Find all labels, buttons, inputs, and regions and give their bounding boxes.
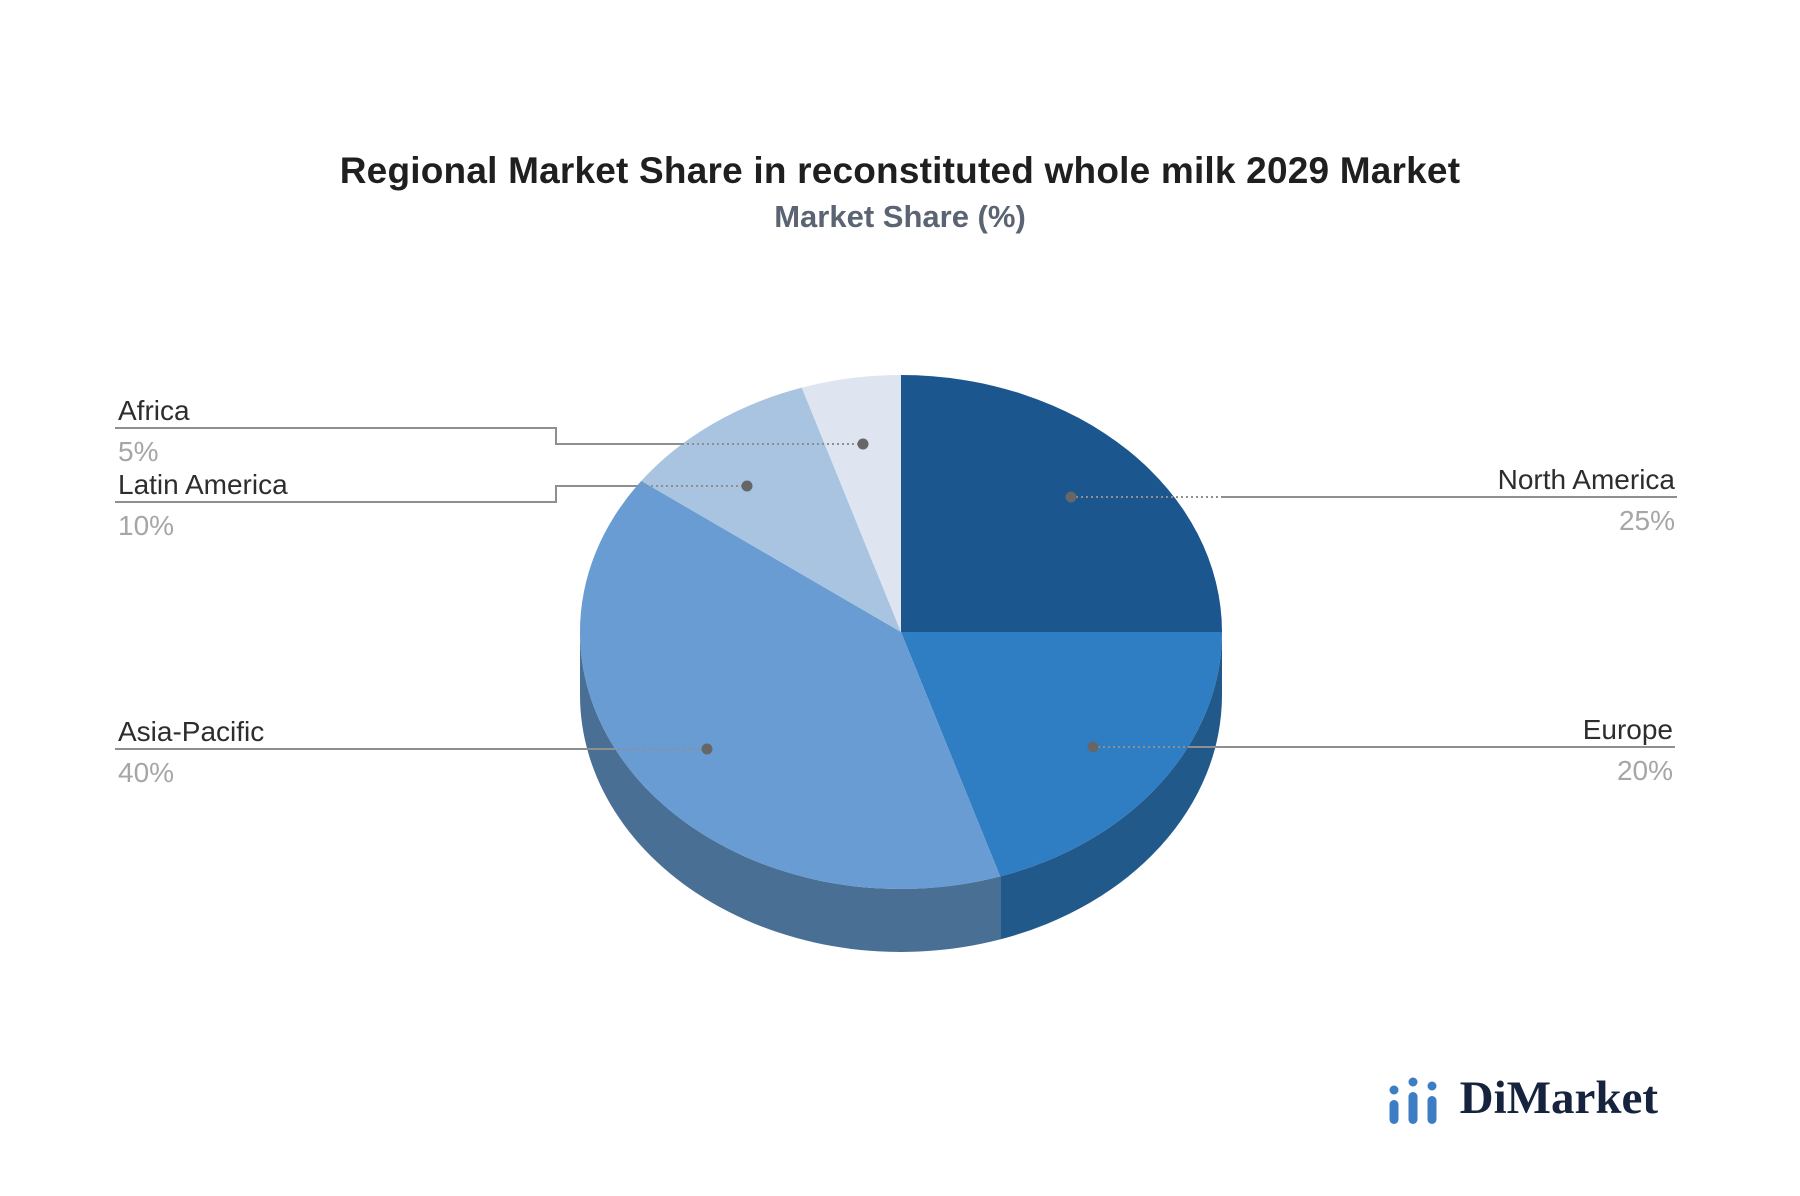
pie-slice-asia-pacific[interactable] [579,480,1001,889]
slice-name-label-asia-pacific: Asia-Pacific [118,716,264,747]
pie-slice-side-asia-pacific [580,632,1001,952]
pie-slice-europe[interactable] [901,632,1222,877]
pie-slice-latin-america[interactable] [641,387,901,632]
pie-slice-side-europe [1000,632,1222,940]
slice-labels: North America 25% Europe 20% Asia-Pacific 40%… [118,395,1675,788]
slice-pct-label-asia-pacific: 40% [118,757,174,788]
chart-title: Regional Market Share in reconstituted w… [339,150,1461,191]
leader-dot-africa [857,438,869,450]
slice-pct-label-europe: 20% [1617,755,1673,786]
leader-dots [701,438,1099,755]
leader-dot-latin-america [741,480,753,492]
logo-text: DiMarket [1459,1072,1658,1124]
leader-line-latin-america [115,485,636,503]
pie-slices [579,375,1222,889]
pie-slice-africa[interactable] [801,375,901,632]
logo-chart-icon [1389,1077,1437,1124]
pie-slice-north-america[interactable] [901,375,1222,632]
leader-line-africa [115,427,682,445]
leader-dot-asia-pacific [701,743,713,755]
slice-name-label-north-america: North America [1498,464,1676,495]
slice-pct-label-north-america: 25% [1619,505,1675,536]
pie-side-walls [580,632,1222,952]
leader-dot-north-america [1065,491,1077,503]
brand-logo: DiMarket [1385,1072,1658,1124]
slice-name-label-latin-america: Latin America [118,469,288,500]
slice-pct-label-latin-america: 10% [118,510,174,541]
slice-pct-label-africa: 5% [118,436,158,467]
leader-lines [115,427,1677,750]
chart-subtitle: Market Share (%) [774,199,1026,234]
slice-name-label-europe: Europe [1583,714,1673,745]
slice-name-label-africa: Africa [118,395,190,426]
leader-dot-europe [1087,741,1099,753]
